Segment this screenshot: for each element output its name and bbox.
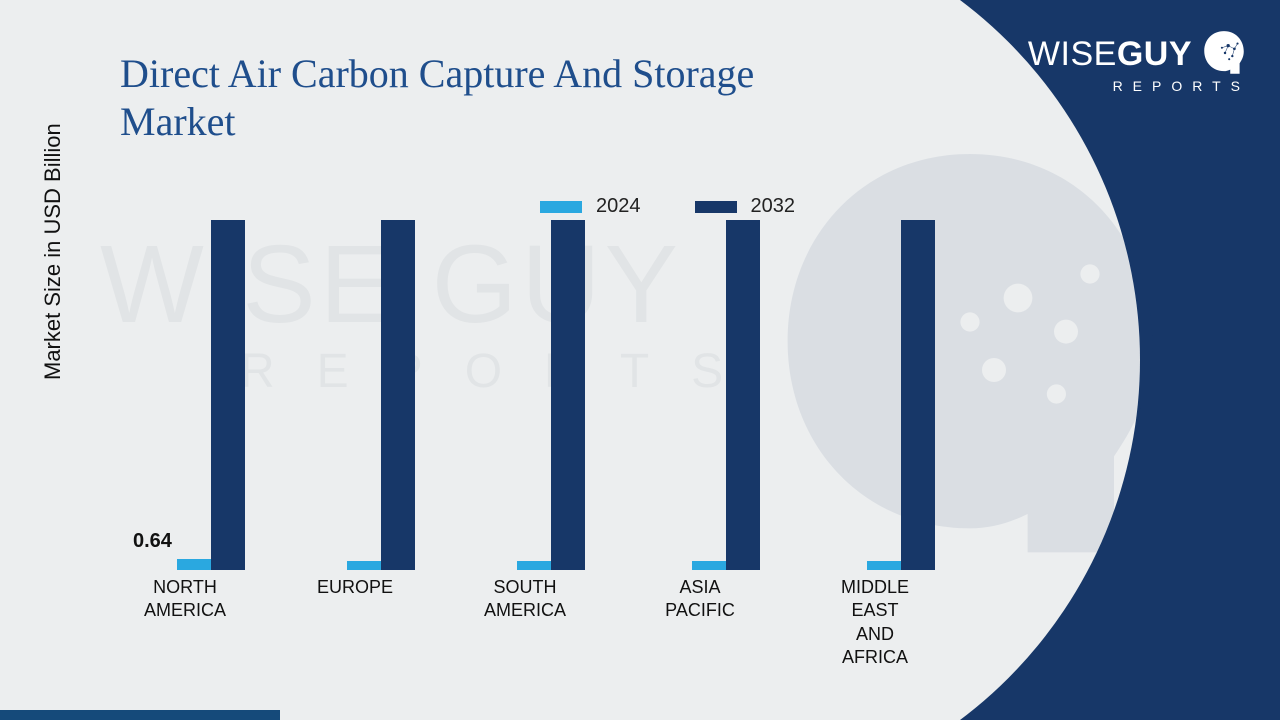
bar-2024 [177,559,211,570]
x-axis-label: ASIAPACIFIC [625,576,775,623]
legend-label-2032: 2032 [751,195,796,218]
x-axis-label: EUROPE [280,576,430,599]
x-axis-label: MIDDLEEASTANDAFRICA [800,576,950,670]
brand-line2: REPORTS [1028,78,1250,94]
x-axis-label: NORTHAMERICA [110,576,260,623]
bar-2024 [692,561,726,570]
bar-2024 [517,561,551,570]
legend-item-2024: 2024 [540,195,641,218]
bar-2032 [726,220,760,570]
bottom-accent-bar [0,710,280,720]
legend-item-2032: 2032 [695,195,796,218]
brand-light: WISE [1028,35,1117,73]
bar-group [491,220,611,570]
bar-group [841,220,961,570]
brand-line1: WISEGUY [1028,35,1192,74]
bar-2032 [381,220,415,570]
plot-area: 0.64 [100,220,960,570]
legend: 2024 2032 [540,195,795,218]
legend-swatch-2032 [695,201,737,213]
chart-stage: WISE GUY REPORTS WISEGUY [0,0,1280,720]
x-axis-label: SOUTHAMERICA [450,576,600,623]
y-axis-label: Market Size in USD Billion [40,123,66,380]
bar-2032 [211,220,245,570]
bar-2024 [867,561,901,570]
chart-title: Direct Air Carbon Capture And Storage Ma… [120,50,760,146]
brand-logo: WISEGUY REPORTS [1028,28,1250,94]
legend-swatch-2024 [540,201,582,213]
bar-group [666,220,786,570]
bar-group [321,220,441,570]
bar-2024 [347,561,381,570]
legend-label-2024: 2024 [596,195,641,218]
brand-head-icon [1198,28,1250,80]
bar-value-label: 0.64 [133,530,172,553]
bar-group [151,220,271,570]
bar-2032 [901,220,935,570]
bar-2032 [551,220,585,570]
brand-bold: GUY [1117,35,1192,73]
